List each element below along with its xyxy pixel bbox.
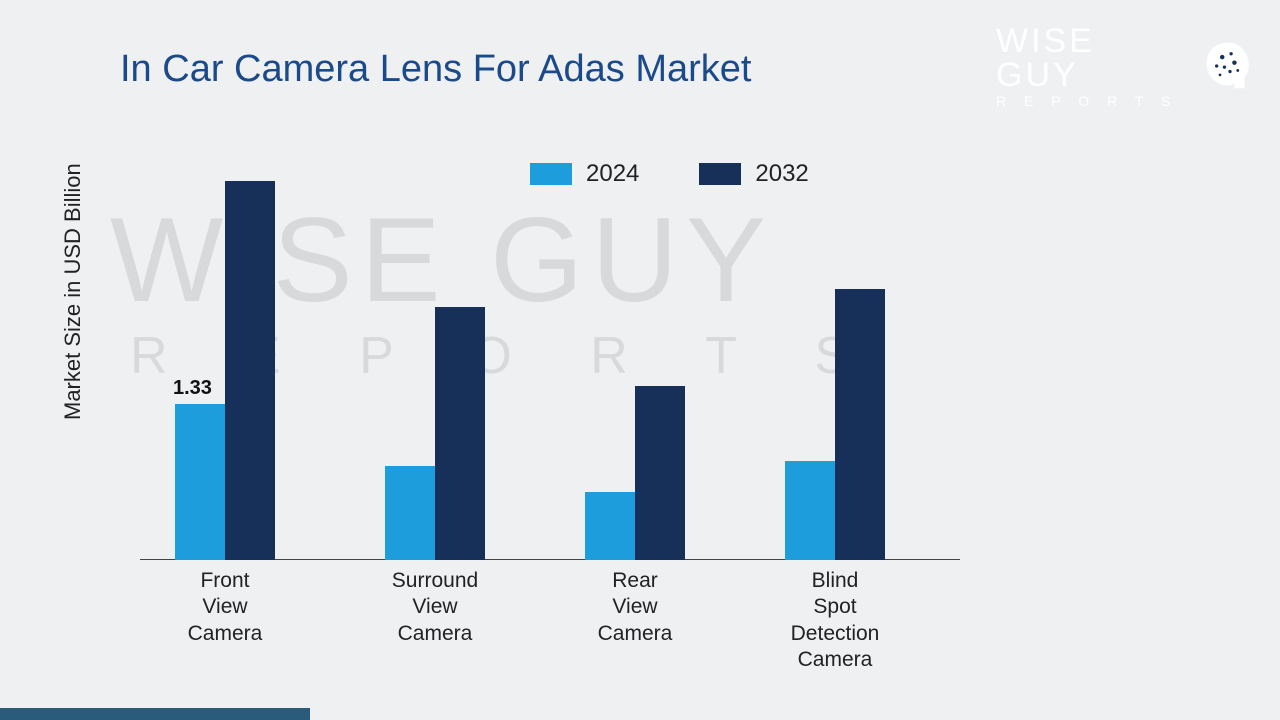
category-label: BlindSpotDetectionCamera xyxy=(760,568,910,673)
chart-canvas: WISE GUY R E P O R T S WISE GUY R E P O … xyxy=(0,0,1280,720)
bar xyxy=(835,289,885,560)
logo-sub-text: R E P O R T S xyxy=(996,94,1188,108)
bar-value-label: 1.33 xyxy=(173,377,212,400)
logo-text: WISE GUY R E P O R T S xyxy=(996,24,1188,108)
bar xyxy=(175,404,225,560)
logo-main-text: WISE GUY xyxy=(996,24,1188,92)
bar xyxy=(435,307,485,560)
bar xyxy=(385,466,435,560)
logo-head-icon xyxy=(1200,38,1256,94)
chart-title: In Car Camera Lens For Adas Market xyxy=(120,48,751,91)
category-label: SurroundViewCamera xyxy=(360,568,510,647)
bar-chart: 2024 2032 Market Size in USD Billion 1.3… xyxy=(80,160,960,680)
plot-area: 1.33 xyxy=(140,160,960,560)
bar xyxy=(785,461,835,560)
bar xyxy=(635,386,685,560)
bar xyxy=(585,492,635,560)
category-label: FrontViewCamera xyxy=(150,568,300,647)
bottom-accent-bar xyxy=(0,708,310,720)
bar xyxy=(225,181,275,560)
y-axis-label: Market Size in USD Billion xyxy=(60,163,86,420)
brand-logo: WISE GUY R E P O R T S xyxy=(996,24,1256,108)
category-label: RearViewCamera xyxy=(560,568,710,647)
